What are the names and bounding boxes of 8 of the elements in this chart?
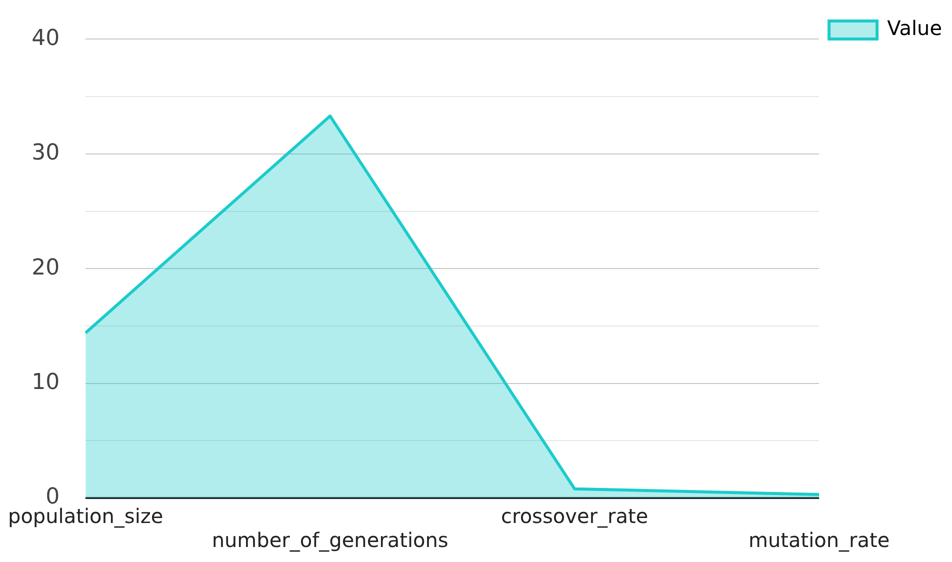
x-tick-label: crossover_rate — [501, 504, 648, 528]
legend-label: Value — [887, 16, 942, 40]
x-tick-label: mutation_rate — [748, 528, 890, 552]
y-tick-label: 10 — [32, 370, 60, 396]
y-tick-label: 20 — [32, 255, 60, 280]
y-tick-label: 30 — [32, 140, 60, 166]
x-tick-label: number_of_generations — [212, 528, 448, 552]
y-tick-label: 40 — [32, 26, 60, 51]
